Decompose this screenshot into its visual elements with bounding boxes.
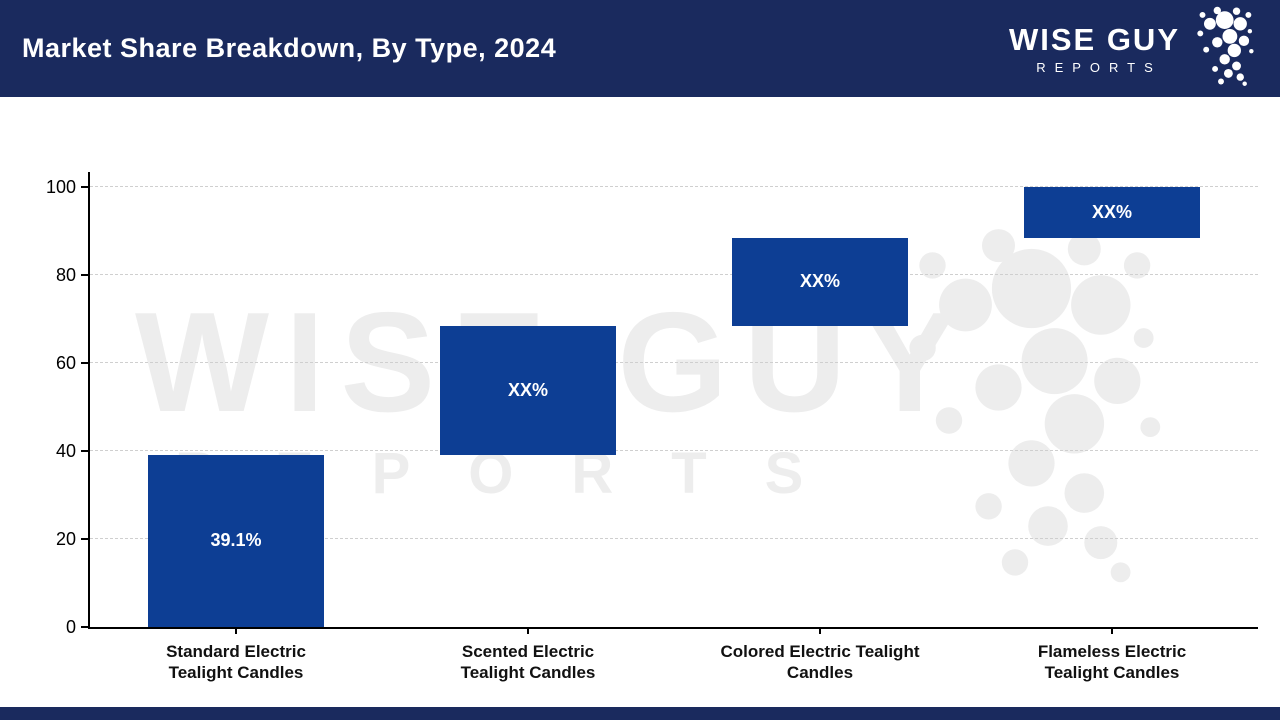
category-label: Colored Electric Tealight Candles bbox=[720, 642, 920, 683]
head-dots-icon bbox=[1184, 5, 1258, 92]
y-tick-mark bbox=[81, 274, 90, 276]
brand-subtitle: REPORTS bbox=[1036, 59, 1162, 75]
y-tick-label: 0 bbox=[65, 617, 76, 637]
gridline bbox=[90, 538, 1258, 539]
bar: XX% bbox=[1024, 187, 1200, 238]
y-tick-mark bbox=[81, 538, 90, 540]
plot-area: 0 20 40 60 80 100 39.1% Standard Electric Teali… bbox=[46, 172, 1258, 682]
x-tick-mark bbox=[1111, 627, 1113, 634]
gridline bbox=[90, 362, 1258, 363]
bar: XX% bbox=[440, 325, 616, 455]
bar-value-label: XX% bbox=[799, 271, 841, 292]
bar: 39.1% bbox=[148, 454, 324, 627]
header: Market Share Breakdown, By Type, 2024 WI… bbox=[0, 0, 1280, 97]
brand-name: WISE GUY bbox=[1008, 21, 1180, 57]
footer bbox=[0, 707, 1280, 720]
category-label: Scented Electric Tealight Candles bbox=[460, 642, 596, 683]
category-label: Flameless Electric Tealight Candles bbox=[1037, 642, 1187, 683]
x-tick-mark bbox=[819, 627, 821, 634]
y-tick-label: 40 bbox=[55, 441, 76, 461]
y-tick-mark bbox=[81, 186, 90, 188]
gridline bbox=[90, 186, 1258, 187]
bar-value-label: XX% bbox=[507, 379, 549, 400]
x-tick-mark bbox=[527, 627, 529, 634]
y-tick-label: 80 bbox=[55, 265, 76, 285]
bar-value-label: 39.1% bbox=[210, 530, 262, 551]
y-tick-label: 100 bbox=[45, 177, 76, 197]
y-tick-label: 60 bbox=[55, 353, 76, 373]
gridline bbox=[90, 450, 1258, 451]
category-label: Standard Electric Tealight Candles bbox=[166, 642, 306, 683]
brand-logo: WISE GUY REPORTS bbox=[1009, 5, 1258, 92]
page-title: Market Share Breakdown, By Type, 2024 bbox=[22, 33, 557, 63]
brand-text: WISE GUY REPORTS bbox=[1009, 24, 1180, 74]
y-tick-label: 20 bbox=[55, 529, 76, 549]
y-tick-mark bbox=[81, 626, 90, 628]
y-tick-mark bbox=[81, 362, 90, 364]
x-tick-mark bbox=[235, 627, 237, 634]
bar: XX% bbox=[732, 237, 908, 326]
y-tick-mark bbox=[81, 450, 90, 452]
gridline bbox=[90, 274, 1258, 275]
bar-value-label: XX% bbox=[1091, 201, 1133, 222]
